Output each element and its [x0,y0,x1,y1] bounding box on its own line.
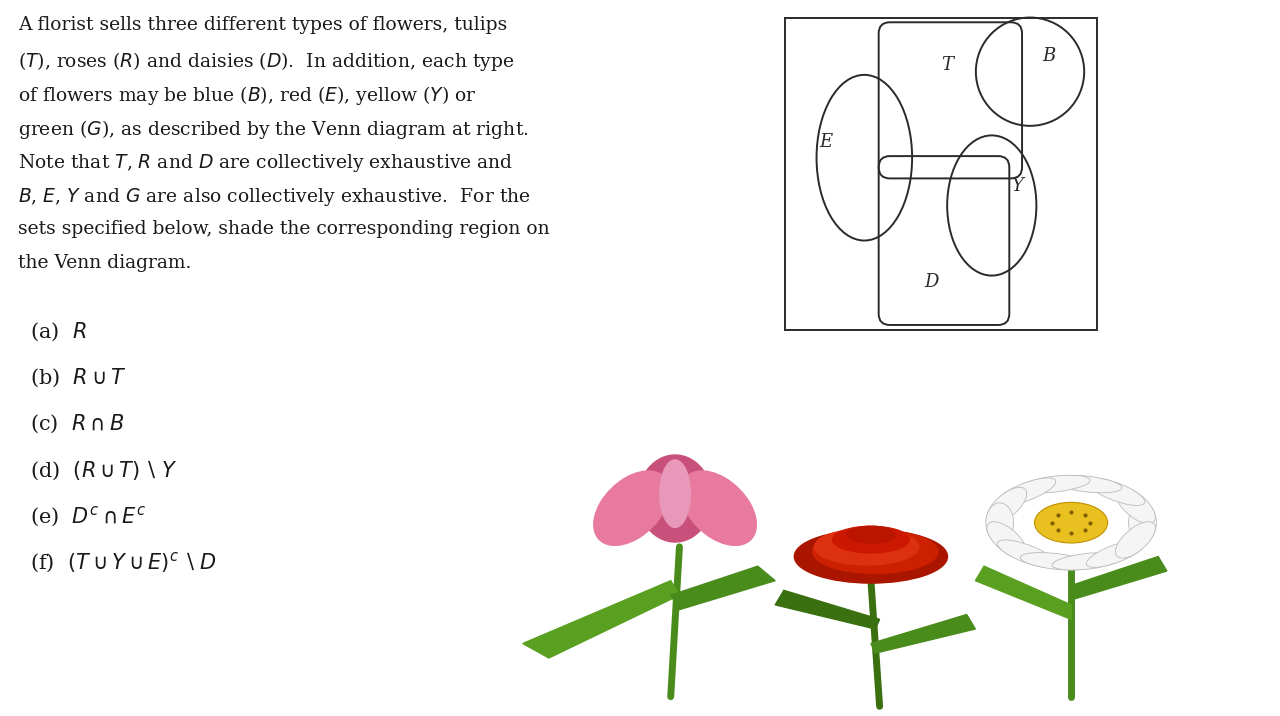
Ellipse shape [1052,553,1121,570]
Ellipse shape [997,478,1056,505]
Ellipse shape [639,455,712,542]
Text: B: B [1042,47,1056,64]
Ellipse shape [987,488,1027,523]
Text: (e)  $D^c \cap E^c$: (e) $D^c \cap E^c$ [29,505,146,529]
Text: sets specified below, shade the corresponding region on: sets specified below, shade the correspo… [18,220,549,238]
Ellipse shape [594,471,669,546]
Text: T: T [941,57,954,74]
Polygon shape [776,590,879,629]
Ellipse shape [795,530,947,583]
Ellipse shape [1087,540,1144,567]
Polygon shape [671,566,776,609]
Ellipse shape [1052,475,1121,493]
Text: $B$, $E$, $Y$ and $G$ are also collectively exhaustive.  For the: $B$, $E$, $Y$ and $G$ are also collectiv… [18,186,531,208]
Text: (a)  $R$: (a) $R$ [29,321,87,344]
Ellipse shape [987,522,1027,558]
Polygon shape [975,566,1071,619]
Ellipse shape [1129,503,1156,543]
Text: E: E [819,132,833,151]
Circle shape [1034,503,1107,543]
Ellipse shape [814,528,919,565]
Text: the Venn diagram.: the Venn diagram. [18,254,192,272]
Ellipse shape [1020,475,1091,493]
Ellipse shape [1115,522,1156,558]
Ellipse shape [997,540,1056,567]
Text: Y: Y [1011,178,1023,195]
Text: A florist sells three different types of flowers, tulips: A florist sells three different types of… [18,16,507,34]
Text: (b)  $R \cup T$: (b) $R \cup T$ [29,367,127,390]
Text: of flowers may be blue ($B$), red ($E$), yellow ($Y$) or: of flowers may be blue ($B$), red ($E$),… [18,84,477,107]
Ellipse shape [813,530,938,574]
Ellipse shape [1020,553,1091,570]
Text: ($T$), roses ($R$) and daisies ($D$).  In addition, each type: ($T$), roses ($R$) and daisies ($D$). In… [18,50,515,73]
Ellipse shape [681,471,756,546]
Ellipse shape [1087,478,1144,505]
Ellipse shape [832,526,909,553]
Text: (f)  $(T \cup Y \cup E)^c\setminus D$: (f) $(T \cup Y \cup E)^c\setminus D$ [29,551,216,575]
Text: (c)  $R \cap B$: (c) $R \cap B$ [29,413,124,435]
Polygon shape [522,581,680,658]
Text: green ($G$), as described by the Venn diagram at right.: green ($G$), as described by the Venn di… [18,118,529,141]
Ellipse shape [986,503,1014,543]
Text: Note that $T$, $R$ and $D$ are collectively exhaustive and: Note that $T$, $R$ and $D$ are collectiv… [18,152,513,174]
Ellipse shape [660,460,690,528]
Polygon shape [870,614,975,653]
Text: (d)  $(R \cup T)\setminus Y$: (d) $(R \cup T)\setminus Y$ [29,459,178,483]
Ellipse shape [846,526,895,543]
Text: D: D [924,273,938,291]
Polygon shape [1071,556,1167,600]
Ellipse shape [1115,488,1156,523]
